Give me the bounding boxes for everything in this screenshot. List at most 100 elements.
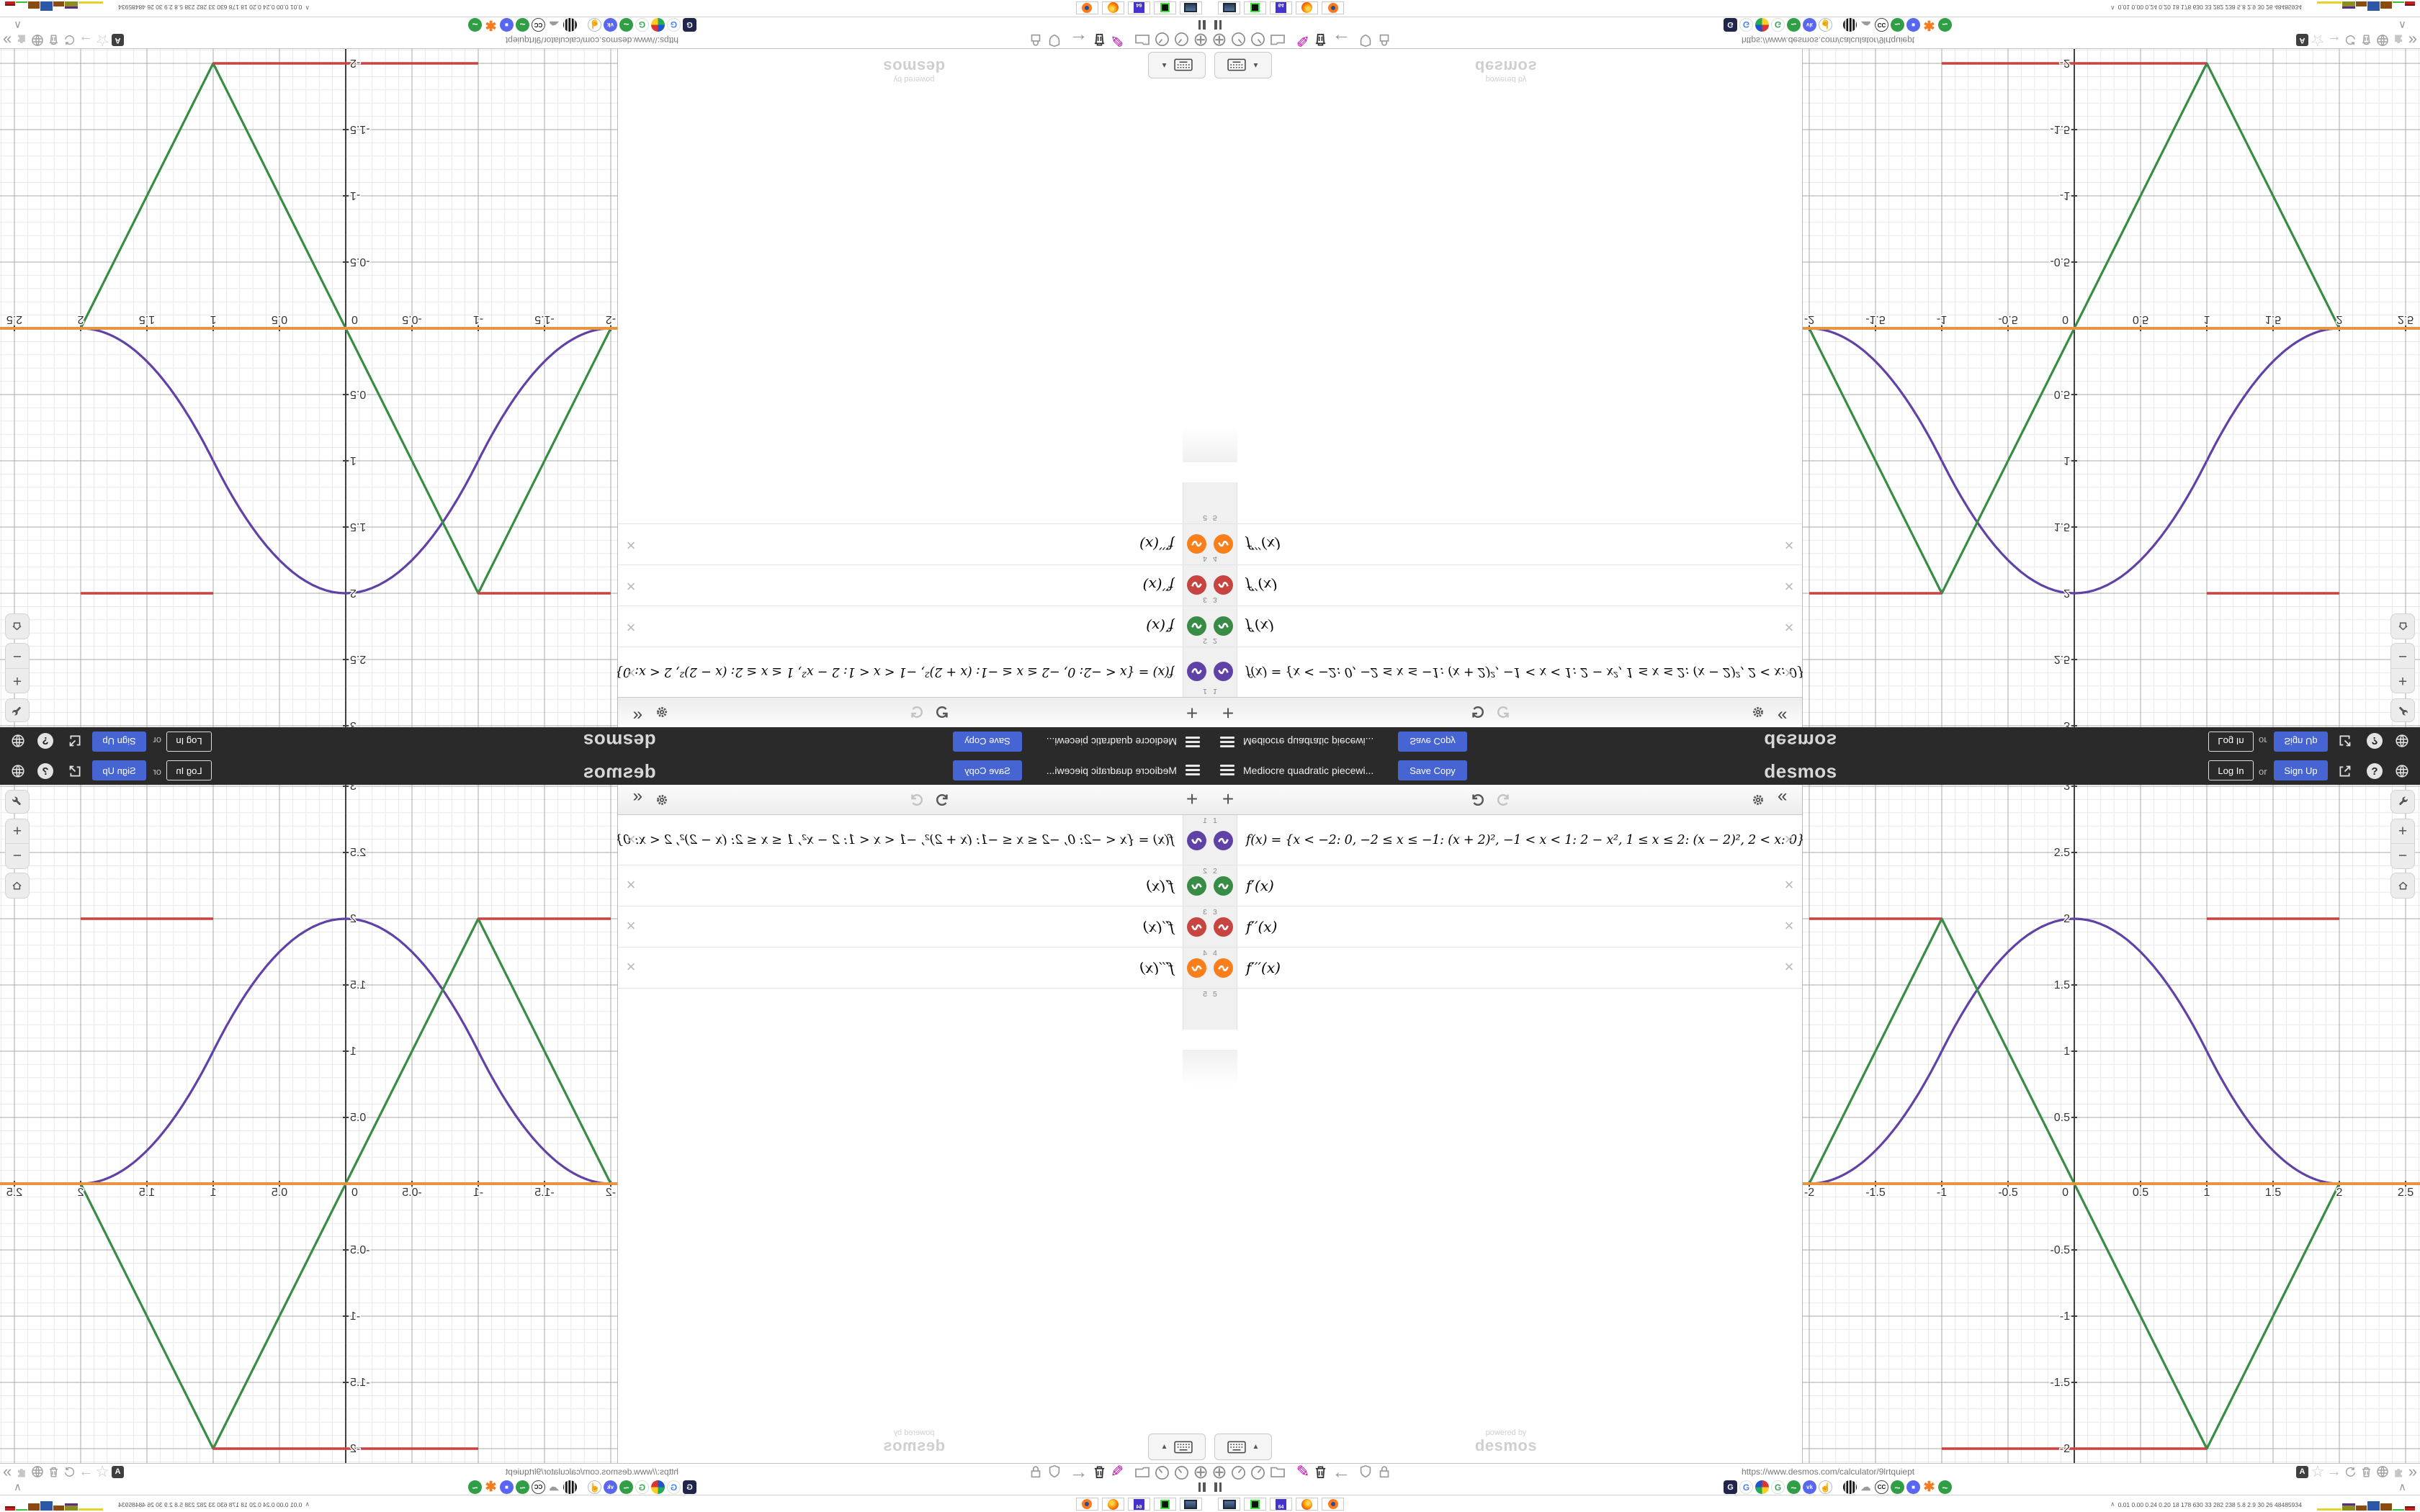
graph-canvas[interactable]: -2 -1.5 -1 -0.5 0.5 1 1.5 2 2.5 -2 -1.5 -1 -0.5 0.5 1 1… <box>1803 49 2420 728</box>
marker-pen-icon[interactable]: ✎ <box>1110 1462 1124 1480</box>
menu-lines-icon[interactable]: ≡ <box>2419 1464 2420 1480</box>
help-icon[interactable]: ? <box>2366 732 2383 750</box>
lock-icon[interactable] <box>1376 32 1392 48</box>
expression-color-icon[interactable] <box>1187 876 1206 896</box>
collapse-panel-button[interactable]: « <box>632 706 642 726</box>
wave-favicon[interactable]: ~ <box>619 1480 633 1494</box>
wave-favicon-3[interactable]: ~ <box>468 1480 482 1494</box>
cc-favicon[interactable]: CC <box>1875 1480 1888 1494</box>
forward-arrow-icon[interactable]: → <box>2326 1464 2341 1480</box>
expression-input[interactable] <box>640 989 1174 1030</box>
glitch-favicon[interactable]: G <box>683 1480 696 1494</box>
help-icon[interactable]: ? <box>37 762 54 780</box>
bin-icon[interactable] <box>47 34 60 48</box>
wave-favicon-2[interactable]: ~ <box>516 1480 529 1494</box>
collapse-panel-button[interactable]: « <box>632 786 642 806</box>
bin-icon[interactable] <box>47 1465 60 1479</box>
delete-expression-button[interactable]: × <box>626 618 636 636</box>
delete-expression-button[interactable]: × <box>1784 917 1794 935</box>
zoom-out-button[interactable]: − <box>2398 648 2408 665</box>
delete-expression-button[interactable]: × <box>626 577 636 595</box>
language-globe-icon[interactable] <box>2393 762 2411 780</box>
gauge-icon[interactable] <box>1230 1464 1247 1480</box>
delete-expression-button[interactable]: × <box>1784 664 1794 683</box>
app-blender[interactable] <box>1322 1 1344 14</box>
puzzle-icon[interactable] <box>2392 1464 2406 1479</box>
log-in-button[interactable]: Log In <box>2208 760 2254 780</box>
undo-icon[interactable] <box>1469 700 1487 721</box>
expression-input[interactable]: f′′′(x) <box>1246 536 1281 553</box>
more-chevrons-icon[interactable]: » <box>3 32 12 50</box>
graph-settings-wrench-button[interactable] <box>5 790 30 814</box>
translate-icon[interactable]: A <box>112 34 124 47</box>
gauge-icon[interactable] <box>1230 32 1247 49</box>
delete-expression-button[interactable]: × <box>1784 618 1794 636</box>
app-media[interactable] <box>1244 1 1266 14</box>
back-arrow-icon[interactable]: ← <box>1332 30 1351 51</box>
gauge-icon[interactable] <box>1173 32 1190 49</box>
expression-row-5[interactable]: 5 <box>1210 989 1802 1030</box>
expression-input[interactable]: f′′(x) <box>1142 918 1174 935</box>
more-chevrons-icon[interactable]: » <box>2408 32 2417 50</box>
show-keyboard-button[interactable]: ▲ <box>1214 52 1272 78</box>
settings-gear-icon[interactable] <box>654 701 670 720</box>
row-gutter[interactable]: 3 <box>1210 565 1237 606</box>
save-copy-button[interactable]: Save Copy <box>953 760 1022 780</box>
star-icon[interactable]: ☆ <box>2311 1462 2325 1480</box>
document-title[interactable]: Mediocre quadratic piecewi... <box>1243 765 1374 776</box>
marker-pen-icon[interactable]: ✎ <box>1110 32 1124 50</box>
chat-favicon[interactable]: ■ <box>500 1480 514 1494</box>
marker-pen-icon[interactable]: ✎ <box>1296 1462 1310 1480</box>
expression-input[interactable]: f′′(x) <box>1246 577 1278 594</box>
graph-settings-wrench-button[interactable] <box>5 698 30 722</box>
row-gutter[interactable]: 4 <box>1210 524 1237 564</box>
vk-favicon[interactable]: vk <box>604 18 617 32</box>
show-keyboard-button[interactable]: ▲ <box>1214 1434 1272 1460</box>
gauge-icon-2[interactable] <box>1154 1464 1170 1480</box>
save-copy-button[interactable]: Save Copy <box>953 732 1022 752</box>
collapse-panel-button[interactable]: « <box>1778 786 1788 806</box>
app-firefox[interactable] <box>1102 1 1124 14</box>
globe-network-icon[interactable]: ⊕ <box>1193 30 1209 51</box>
expression-input[interactable]: f′(x) <box>1246 877 1274 894</box>
undo-icon[interactable] <box>933 791 951 812</box>
app-emulator[interactable]: 64 <box>1128 1498 1150 1511</box>
app-screenshot[interactable] <box>1218 1 1240 14</box>
expression-input[interactable]: f′(x) <box>1146 877 1174 894</box>
lock-icon[interactable] <box>1028 32 1044 48</box>
expression-color-icon[interactable] <box>1214 534 1233 554</box>
log-in-button[interactable]: Log In <box>2208 732 2254 752</box>
row-gutter[interactable]: 3 <box>1183 565 1210 606</box>
zoom-out-button[interactable]: − <box>12 648 22 665</box>
wave-favicon-2[interactable]: ~ <box>1891 1480 1904 1494</box>
delete-expression-button[interactable]: × <box>1784 829 1794 848</box>
app-media[interactable] <box>1244 1498 1266 1511</box>
app-screenshot[interactable] <box>1180 1 1202 14</box>
sign-up-button[interactable]: Sign Up <box>2274 732 2328 752</box>
home-view-button[interactable] <box>2390 613 2415 639</box>
google-favicon[interactable]: G <box>1739 1480 1753 1494</box>
pause-icon[interactable] <box>1198 1482 1206 1492</box>
app-firefox[interactable] <box>1296 1 1318 14</box>
row-gutter[interactable]: 5 <box>1210 482 1237 523</box>
expression-input[interactable] <box>1246 989 1780 1030</box>
settings-gear-icon[interactable] <box>1750 792 1766 811</box>
wave-favicon-3[interactable]: ~ <box>1938 18 1952 32</box>
globe-grid-icon[interactable] <box>30 33 45 48</box>
forward-arrow-icon[interactable]: → <box>2326 32 2341 48</box>
wave-favicon-2[interactable]: ~ <box>1891 18 1904 32</box>
delete-expression-button[interactable]: × <box>626 536 636 554</box>
collapse-chevron-icon[interactable]: ∧ <box>2398 1481 2406 1493</box>
expression-color-icon[interactable] <box>1214 958 1233 978</box>
expression-row-5[interactable]: 5 <box>618 482 1210 523</box>
gear-favicon[interactable]: ✱ <box>1923 1480 1935 1494</box>
trash-icon[interactable] <box>1312 32 1329 49</box>
share-icon[interactable] <box>2336 762 2353 780</box>
home-view-button[interactable] <box>5 873 30 899</box>
gear-favicon[interactable]: ✱ <box>485 1480 497 1494</box>
expression-input[interactable]: f(x) = {x < −2: 0, −2 ≤ x ≤ −1: (x + 2)²… <box>1246 832 1805 847</box>
shield-icon[interactable] <box>1358 32 1373 48</box>
wave-favicon-3[interactable]: ~ <box>1938 1480 1952 1494</box>
sign-up-button[interactable]: Sign Up <box>92 732 146 752</box>
lock-icon[interactable] <box>1028 1464 1044 1480</box>
